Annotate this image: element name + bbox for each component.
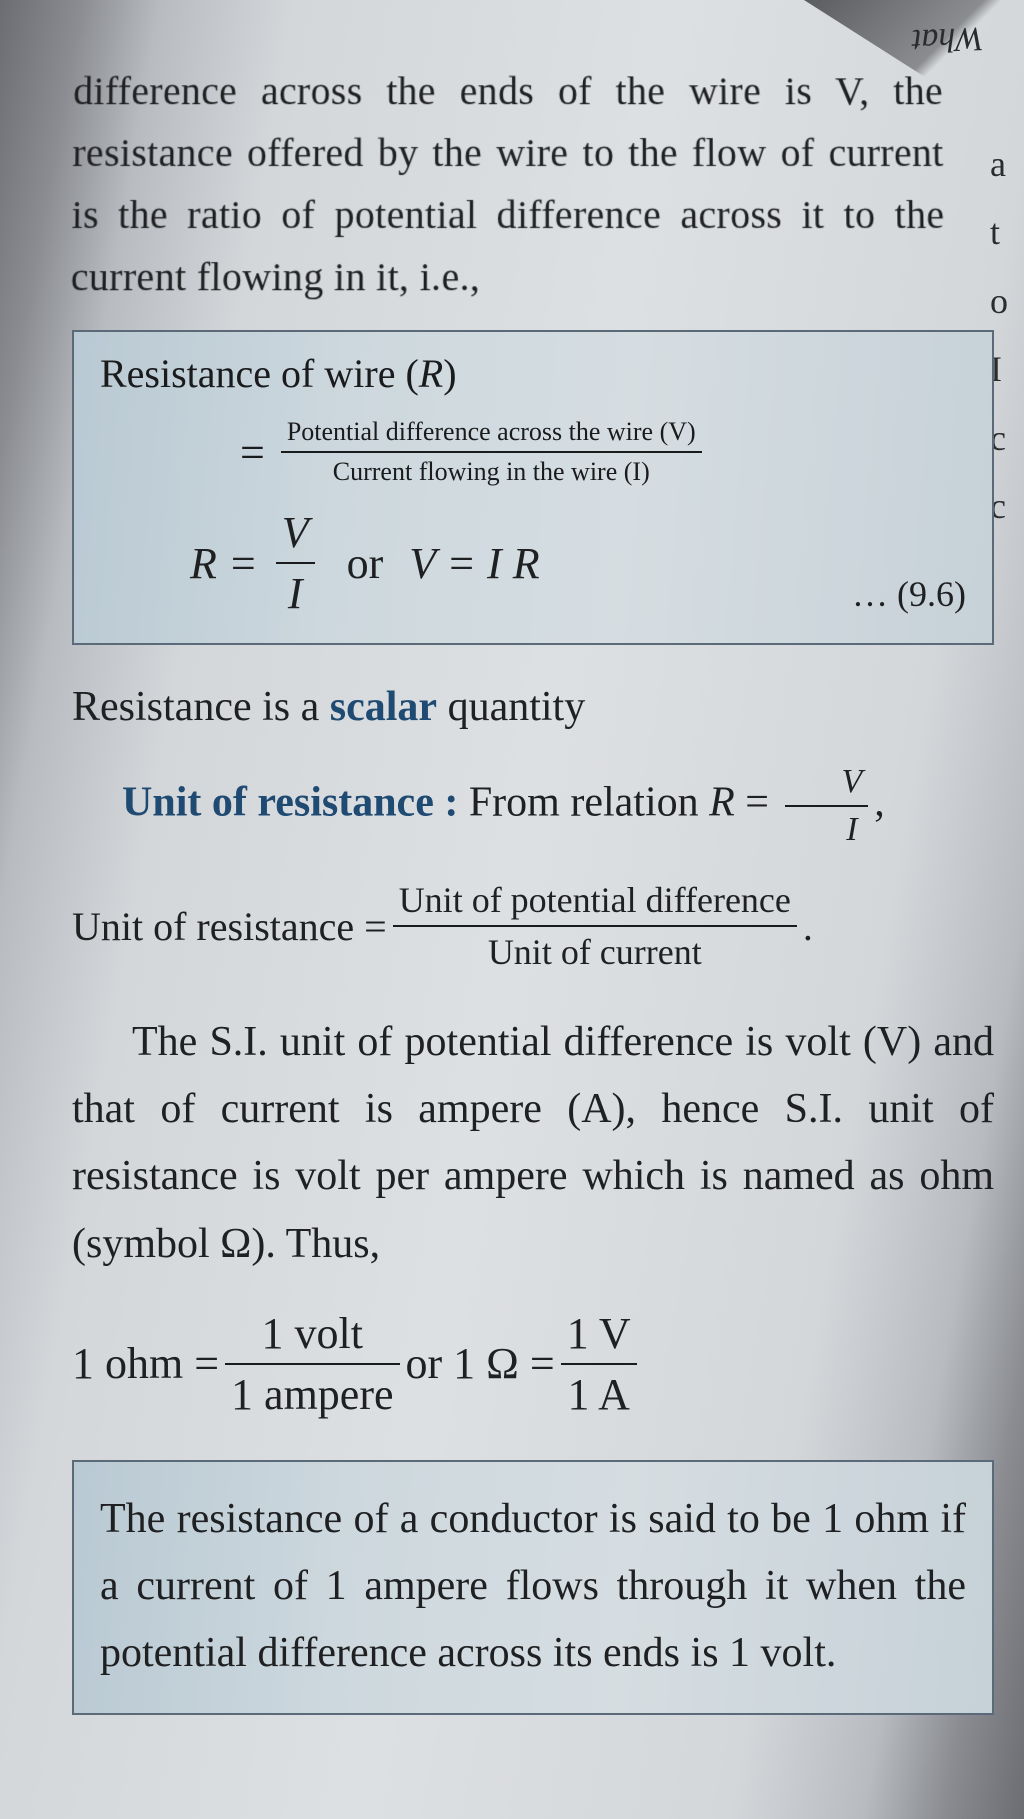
title-prefix: Resistance of wire (	[100, 351, 419, 396]
gutter-char: c	[990, 472, 1024, 540]
ohm-lhs: 1 ohm =	[72, 1338, 219, 1389]
ohm-mid: or 1 Ω =	[406, 1338, 555, 1389]
fraction-denominator: Current flowing in the wire (I)	[281, 453, 702, 487]
unit-relation-line: Unit of resistance = Unit of potential d…	[72, 879, 994, 973]
denominator-I: I	[785, 807, 868, 849]
unit-relation-lhs: Unit of resistance =	[72, 903, 387, 950]
fraction-numerator: Potential difference across the wire (V)	[281, 417, 702, 453]
equals-sign: =	[240, 427, 265, 478]
definition-fraction: Potential difference across the wire (V)…	[281, 417, 702, 487]
title-suffix: )	[443, 351, 456, 396]
comma: ,	[874, 780, 885, 826]
or-word: or	[347, 538, 384, 589]
scalar-word: scalar	[330, 684, 437, 730]
den-1ampere: 1 ampere	[225, 1365, 399, 1420]
margin-scribble: What	[912, 19, 985, 59]
gutter-char: t	[990, 198, 1024, 266]
numerator-V: V	[785, 763, 868, 807]
unit-den: Unit of current	[393, 927, 797, 973]
scalar-statement: Resistance is a scalar quantity	[72, 683, 994, 731]
gutter-char: a	[990, 130, 1024, 198]
right-gutter-cut-text: a t o I c c	[990, 120, 1024, 1819]
si-unit-paragraph: The S.I. unit of potential difference is…	[72, 1009, 994, 1278]
gutter-char: c	[990, 404, 1024, 472]
equation-VIR: V = I R	[409, 538, 539, 589]
unit-relation-fraction: Unit of potential difference Unit of cur…	[393, 879, 797, 973]
formula-definition: = Potential difference across the wire (…	[100, 417, 966, 487]
definition-box-ohm: The resistance of a conductor is said to…	[72, 1460, 994, 1716]
equation-number: … (9.6)	[852, 573, 966, 619]
page-content: difference across the ends of the wire i…	[72, 60, 994, 1715]
unit-num: Unit of potential difference	[393, 879, 797, 927]
intro-paragraph: difference across the ends of the wire i…	[70, 61, 995, 309]
gutter-char: I	[990, 335, 1024, 403]
fraction-V-over-I: V I	[276, 507, 315, 619]
equals: =	[735, 780, 780, 826]
num-1volt: 1 volt	[225, 1308, 399, 1365]
unit-heading-line: Unit of resistance : From relation R = V…	[72, 763, 994, 849]
fraction-V-over-I-inline: VI	[785, 763, 868, 849]
period: .	[803, 903, 813, 950]
scalar-post: quantity	[437, 684, 585, 730]
numerator-V: V	[276, 507, 315, 564]
ohm-equation-line: 1 ohm = 1 volt 1 ampere or 1 Ω = 1 V 1 A	[72, 1308, 994, 1420]
equals-sign: =	[231, 538, 256, 589]
denominator-I: I	[276, 564, 315, 619]
title-symbol: R	[419, 351, 443, 396]
symbol-R: R	[709, 780, 735, 826]
den-1A: 1 A	[561, 1365, 637, 1420]
unit-heading-rest: From relation	[458, 780, 709, 826]
fraction-1V-1A: 1 V 1 A	[561, 1308, 637, 1420]
num-1V: 1 V	[561, 1308, 637, 1365]
fraction-volt-ampere: 1 volt 1 ampere	[225, 1308, 399, 1420]
unit-heading-bold: Unit of resistance :	[122, 780, 458, 826]
box-title: Resistance of wire (R)	[100, 350, 966, 397]
formula-equation-line: R = V I or V = I R … (9.6)	[100, 507, 966, 619]
box2-text: The resistance of a conductor is said to…	[100, 1496, 966, 1676]
scalar-pre: Resistance is a	[72, 684, 330, 730]
formula-box-resistance: Resistance of wire (R) = Potential diffe…	[72, 330, 994, 645]
symbol-R: R	[190, 538, 217, 589]
